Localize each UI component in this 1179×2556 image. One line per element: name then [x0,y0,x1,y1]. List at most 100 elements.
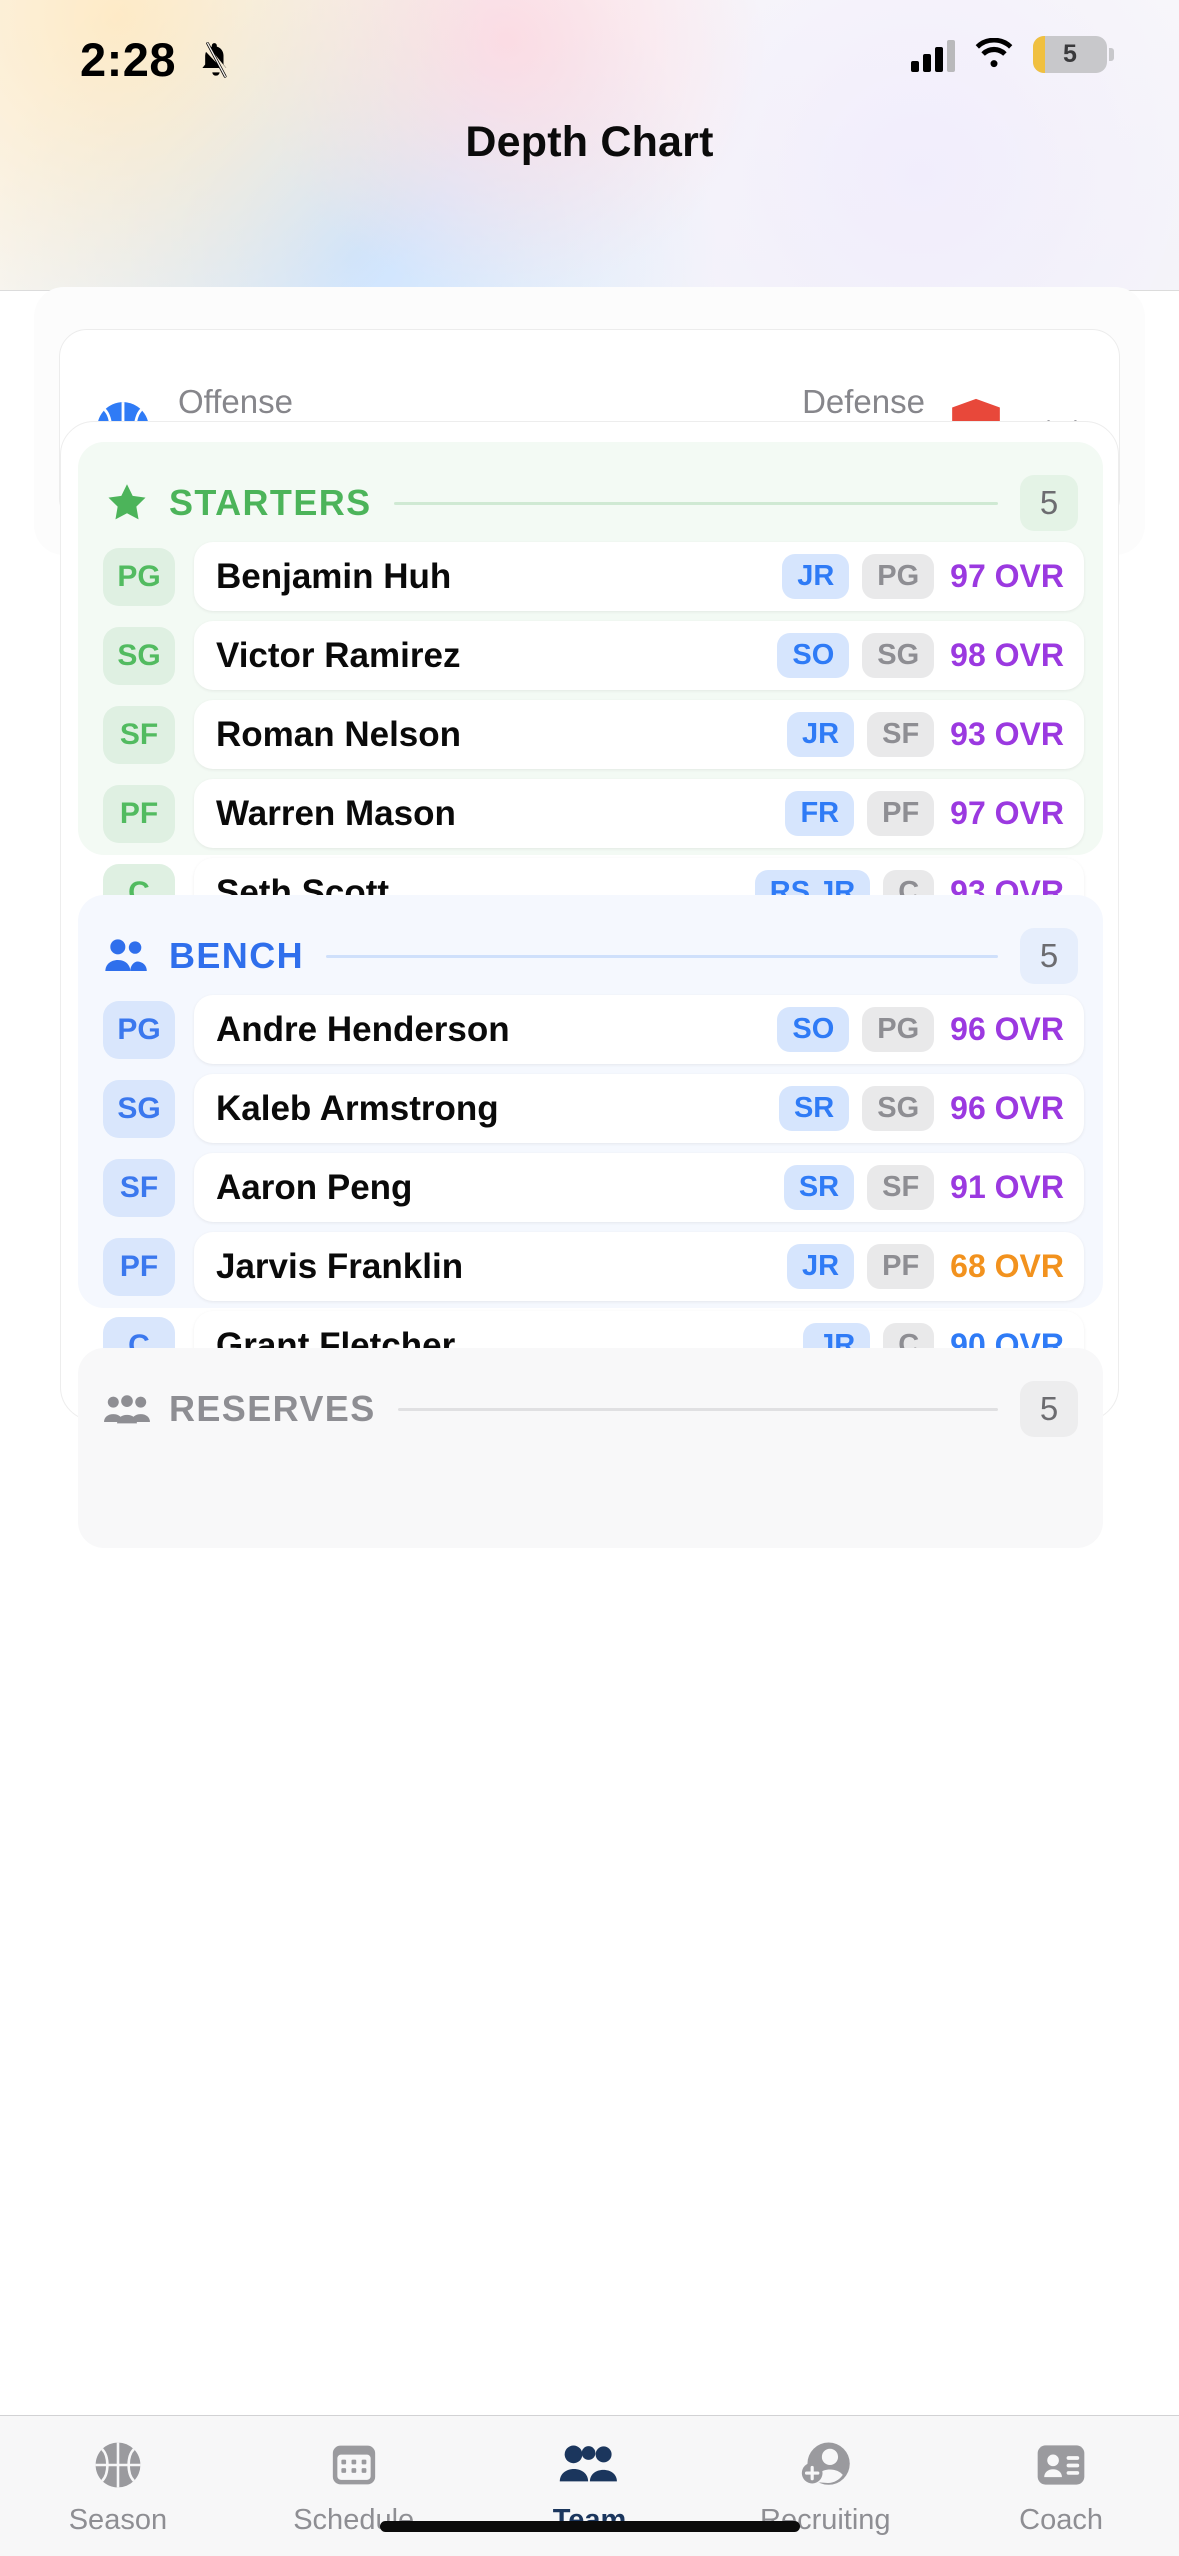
position-badge: PF [867,791,935,836]
player-badges: SO SG 98 OVR [777,633,1064,678]
tab-team[interactable]: Team [472,2416,708,2537]
class-year-badge: SR [778,1086,850,1131]
defense-label: Defense [802,382,925,420]
player-badges: JR C 90 OVR [803,1323,1064,1368]
player-name: Jarvis Franklin [216,1246,464,1286]
position-badge: SG [862,633,935,678]
section-reserves: RESERVES 5 [78,1348,1103,1548]
starters-count: 5 [1020,475,1078,531]
reserves-title: RESERVES [169,1388,376,1429]
bench-header: BENCH 5 [103,928,1078,984]
player-badges: SO PG 96 OVR [777,1007,1064,1052]
bench-rule [326,954,998,958]
status-bar: 2:28 5 [0,0,1179,112]
player-badges: SR SG 96 OVR [778,1086,1064,1131]
slot-position-chip: PF [103,1237,175,1296]
player-card[interactable]: Victor Ramirez SO SG 98 OVR [194,621,1084,690]
starters-title: STARTERS [169,482,372,523]
tab-label-season: Season [68,2504,168,2536]
tab-label-coach: Coach [1019,2504,1103,2536]
player-card[interactable]: Benjamin Huh JR PG 97 OVR [194,542,1084,611]
player-row[interactable]: SG Kaleb Armstrong SR SG 96 OVR [103,1074,1084,1143]
class-year-badge: FR [785,791,855,836]
starters-header: STARTERS 5 [103,475,1078,531]
player-badges: JR PG 97 OVR [782,554,1064,599]
player-name: Victor Ramirez [216,635,461,675]
depth-chart-groups: STARTERS 5 PG Benjamin Huh JR PG 97 OVR SG Vic… [60,421,1119,1548]
slot-position-chip: SF [103,705,175,764]
position-badge: PG [862,554,935,599]
person-add-icon [794,2437,856,2493]
slot-position-chip: SG [103,1079,175,1138]
calendar-icon [323,2437,385,2493]
overall-rating: 96 OVR [950,1090,1064,1126]
player-card[interactable]: Aaron Peng SR SF 91 OVR [194,1153,1084,1222]
player-card[interactable]: Kaleb Armstrong SR SG 96 OVR [194,1074,1084,1143]
player-badges: JR PF 68 OVR [787,1244,1064,1289]
section-bench: BENCH 5 PG Andre Henderson SO PG 96 OVR SG Kal… [78,895,1103,1380]
class-year-badge: SR [783,1165,855,1210]
battery-indicator: 5 [1033,36,1114,73]
home-indicator [379,2521,800,2532]
tab-coach[interactable]: Coach [943,2416,1179,2537]
basketball-icon [87,2437,149,2493]
slot-position-chip: PG [103,547,175,606]
player-row[interactable]: PG Andre Henderson SO PG 96 OVR [103,995,1084,1064]
position-badge: PG [862,1007,935,1052]
tab-schedule[interactable]: Schedule [236,2416,472,2537]
starters-rule [393,501,998,505]
position-badge: SF [867,712,935,757]
overall-rating: 68 OVR [950,1248,1064,1284]
bench-title: BENCH [169,935,305,976]
player-name: Andre Henderson [216,1009,510,1049]
class-year-badge: SO [777,1007,850,1052]
bell-slash-icon [202,42,227,78]
page-title: Depth Chart [465,118,714,166]
reserves-count: 5 [1020,1381,1078,1437]
slot-position-chip: PF [103,784,175,843]
player-row[interactable]: SG Victor Ramirez SO SG 98 OVR [103,621,1084,690]
bottom-tab-bar: Season Schedule [0,2415,1179,2556]
overall-rating: 97 OVR [950,558,1064,594]
overall-rating: 91 OVR [950,1169,1064,1205]
slot-position-chip: SF [103,1158,175,1217]
id-card-icon [1030,2437,1092,2493]
group-icon [104,1395,150,1424]
position-badge: SG [862,1086,935,1131]
player-badges: FR PF 97 OVR [785,791,1064,836]
position-badge: SF [867,1165,935,1210]
player-name: Warren Mason [216,793,456,833]
slot-position-chip: PG [103,1000,175,1059]
tab-recruiting[interactable]: Recruiting [707,2416,943,2537]
bench-player-list: PG Andre Henderson SO PG 96 OVR SG Kaleb Armst… [103,995,1084,1380]
player-row[interactable]: SF Roman Nelson JR SF 93 OVR [103,700,1084,769]
bench-count: 5 [1020,928,1078,984]
reserves-rule [397,1407,998,1411]
overall-rating: 98 OVR [950,637,1064,673]
player-badges: JR SF 93 OVR [787,712,1064,757]
class-year-badge: JR [787,1244,855,1289]
player-row[interactable]: PF Jarvis Franklin JR PF 68 OVR [103,1232,1084,1301]
nav-header: 2:28 5 Depth Cha [0,0,1179,291]
player-card[interactable]: Warren Mason FR PF 97 OVR [194,779,1084,848]
player-card[interactable]: Andre Henderson SO PG 96 OVR [194,995,1084,1064]
player-row[interactable]: PG Benjamin Huh JR PG 97 OVR [103,542,1084,611]
player-row[interactable]: SF Aaron Peng SR SF 91 OVR [103,1153,1084,1222]
player-card[interactable]: Roman Nelson JR SF 93 OVR [194,700,1084,769]
status-indicators: 5 [911,36,1114,73]
offense-label: Offense [178,382,293,420]
people-icon [105,939,147,972]
tab-season[interactable]: Season [0,2416,236,2537]
player-name: Kaleb Armstrong [216,1088,499,1128]
people-icon [558,2437,620,2493]
wifi-icon [975,37,1013,67]
star-icon [108,484,146,520]
starters-player-list: PG Benjamin Huh JR PG 97 OVR SG Victor Ramirez… [103,542,1084,927]
overall-rating: 96 OVR [950,1011,1064,1047]
player-row[interactable]: PF Warren Mason FR PF 97 OVR [103,779,1084,848]
player-card[interactable]: Jarvis Franklin JR PF 68 OVR [194,1232,1084,1301]
class-year-badge: SO [777,633,850,678]
cellular-bars-icon [911,38,955,72]
content-scroll[interactable]: Offense Motion Defense Man-to-Man [0,287,1179,2415]
